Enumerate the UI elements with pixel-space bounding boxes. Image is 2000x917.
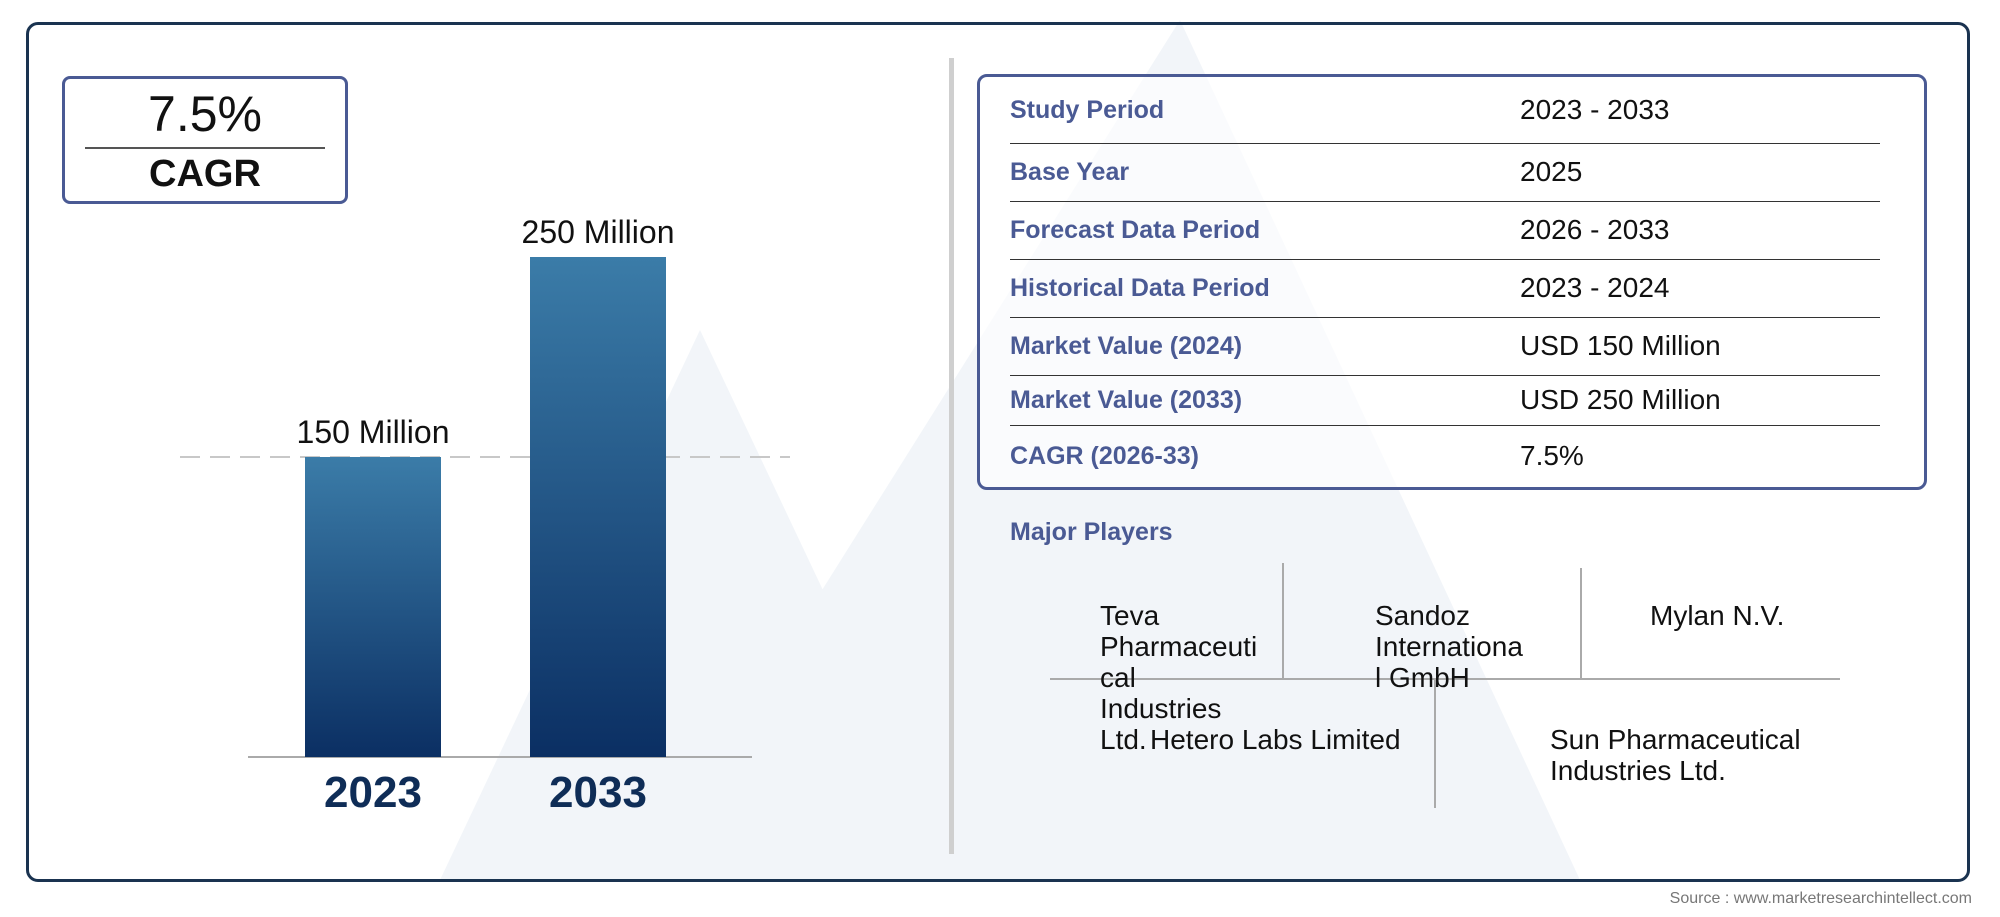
player-divider	[1050, 678, 1840, 680]
player-mylan: Mylan N.V.	[1650, 600, 1785, 631]
major-players-title: Major Players	[1010, 518, 1173, 546]
data-label: 150 Million	[297, 414, 450, 450]
player-divider	[1580, 568, 1582, 678]
row-value: 2023 - 2033	[1520, 94, 1670, 125]
player-sandoz: Sandoz Internationa l GmbH	[1375, 600, 1523, 693]
row-label: CAGR (2026-33)	[1010, 441, 1199, 470]
row-value: 7.5%	[1520, 440, 1584, 471]
player-divider	[1282, 563, 1284, 679]
section-divider	[949, 58, 954, 854]
row-label: Market Value (2033)	[1010, 385, 1243, 414]
table-row: Base Year 2025	[1010, 143, 1880, 202]
player-divider	[1434, 678, 1436, 808]
table-row: Forecast Data Period 2026 - 2033	[1010, 201, 1880, 260]
table-row: CAGR (2026-33) 7.5%	[1010, 425, 1880, 487]
table-row: Market Value (2024) USD 150 Million	[1010, 317, 1880, 376]
row-value: 2023 - 2024	[1520, 272, 1670, 303]
market-size-chart: 150 Million 2023 250 Million 2033	[180, 214, 790, 817]
row-label: Base Year	[1010, 157, 1130, 186]
bar-2023	[305, 457, 441, 757]
cagr-badge: 7.5% CAGR	[62, 76, 348, 204]
row-value: 2026 - 2033	[1520, 214, 1670, 245]
row-label: Market Value (2024)	[1010, 331, 1243, 360]
source-credit: Source : www.marketresearchintellect.com	[1669, 890, 1972, 907]
cagr-divider	[85, 147, 325, 149]
cagr-value: 7.5%	[148, 86, 262, 142]
cagr-label: CAGR	[149, 153, 261, 195]
data-label: 250 Million	[522, 214, 675, 250]
category-label: 2023	[324, 768, 422, 817]
row-value: USD 150 Million	[1520, 330, 1721, 361]
infographic-frame	[26, 22, 1970, 882]
row-value: USD 250 Million	[1520, 384, 1721, 415]
row-label: Study Period	[1010, 95, 1165, 124]
table-row: Market Value (2033) USD 250 Million	[1010, 375, 1880, 426]
player-hetero: Hetero Labs Limited	[1150, 724, 1401, 755]
report-summary-table: Study Period 2023 - 2033 Base Year 2025 …	[977, 74, 1927, 490]
row-label: Historical Data Period	[1010, 273, 1270, 302]
player-teva: Teva Pharmaceuti cal Industries Ltd.	[1100, 600, 1258, 755]
row-value: 2025	[1520, 156, 1583, 187]
category-label: 2033	[549, 768, 647, 817]
table-row: Study Period 2023 - 2033	[1010, 77, 1880, 144]
row-label: Forecast Data Period	[1010, 215, 1261, 244]
bar-2033	[530, 257, 666, 757]
player-sun-pharma: Sun Pharmaceutical Industries Ltd.	[1550, 724, 1801, 786]
table-row: Historical Data Period 2023 - 2024	[1010, 259, 1880, 318]
